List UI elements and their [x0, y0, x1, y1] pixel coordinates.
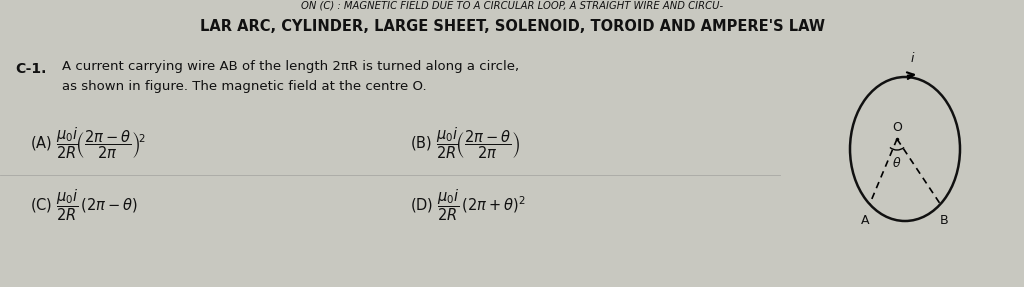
Text: A: A [861, 214, 870, 227]
Text: (A) $\dfrac{\mu_0 i}{2R}\!\left(\dfrac{2\pi-\theta}{2\pi}\right)^{\!2}$: (A) $\dfrac{\mu_0 i}{2R}\!\left(\dfrac{2… [30, 125, 145, 160]
Text: as shown in figure. The magnetic field at the centre O.: as shown in figure. The magnetic field a… [62, 80, 427, 93]
Text: ON (C) : MAGNETIC FIELD DUE TO A CIRCULAR LOOP, A STRAIGHT WIRE AND CIRCU-: ON (C) : MAGNETIC FIELD DUE TO A CIRCULA… [301, 0, 723, 10]
Text: i: i [910, 52, 913, 65]
Text: B: B [940, 214, 948, 227]
Text: LAR ARC, CYLINDER, LARGE SHEET, SOLENOID, TOROID AND AMPERE'S LAW: LAR ARC, CYLINDER, LARGE SHEET, SOLENOID… [200, 19, 824, 34]
Text: (D) $\dfrac{\mu_0 i}{2R}\,(2\pi+\theta)^2$: (D) $\dfrac{\mu_0 i}{2R}\,(2\pi+\theta)^… [410, 187, 525, 222]
Text: A current carrying wire AB of the length 2πR is turned along a circle,: A current carrying wire AB of the length… [62, 60, 519, 73]
Text: (B) $\dfrac{\mu_0 i}{2R}\!\left(\dfrac{2\pi-\theta}{2\pi}\right)$: (B) $\dfrac{\mu_0 i}{2R}\!\left(\dfrac{2… [410, 125, 520, 160]
Text: $\theta$: $\theta$ [892, 156, 902, 170]
Text: (C) $\dfrac{\mu_0 i}{2R}\,(2\pi-\theta)$: (C) $\dfrac{\mu_0 i}{2R}\,(2\pi-\theta)$ [30, 187, 138, 222]
Text: O: O [892, 121, 902, 133]
Text: C-1.: C-1. [15, 62, 46, 76]
